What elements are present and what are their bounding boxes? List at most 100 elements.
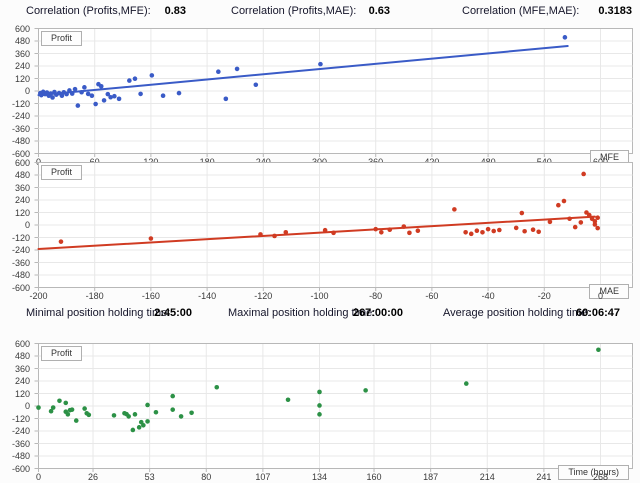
x-axis-tick-label: 268 (592, 472, 609, 482)
x-axis-tick-label: 0 (35, 472, 41, 482)
data-point (79, 89, 84, 95)
data-point (98, 84, 104, 89)
data-point (283, 229, 289, 235)
data-point (491, 228, 497, 234)
y-axis-tick-label: -360 (11, 123, 30, 134)
data-point (111, 413, 117, 418)
data-point (57, 398, 62, 404)
data-point (160, 93, 166, 98)
data-point (561, 198, 567, 204)
correlation-profits-mae-label: Correlation (Profits,MAE): (231, 5, 357, 17)
data-point (82, 406, 87, 411)
data-point (67, 88, 72, 93)
data-point (85, 91, 91, 97)
data-point (39, 92, 44, 98)
data-point (480, 229, 485, 235)
data-point (65, 412, 71, 417)
data-point (463, 229, 468, 235)
y-axis-tick-label: 0 (24, 86, 30, 96)
data-point (189, 410, 194, 416)
y-axis-tick-label: 360 (14, 48, 30, 59)
data-point (485, 226, 491, 232)
data-point (363, 388, 368, 393)
x-axis-tick-label: 160 (366, 472, 382, 482)
data-point (127, 78, 132, 83)
x-axis-tick-label: 53 (144, 472, 155, 482)
data-point (153, 409, 159, 415)
data-point (108, 94, 113, 100)
minimal-holding-time-label: Minimal position holding time: (26, 307, 171, 319)
profit-axis-caption: Profit (41, 346, 83, 361)
y-axis-tick-label: 0 (24, 401, 30, 411)
x-axis-tick-label: -40 (481, 291, 495, 301)
data-point (547, 219, 553, 225)
data-point (58, 239, 64, 244)
data-point (373, 226, 379, 232)
data-point (519, 210, 525, 216)
y-axis-tick-label: -480 (11, 451, 30, 461)
mae-scatter-canvas (34, 162, 633, 291)
data-point (69, 91, 75, 96)
trend-line (37, 215, 596, 250)
profit-vs-mae-chart: Profit MAE 600 480 360 240 120 0 -120 -240 -360 -… (0, 158, 640, 302)
correlation-mfe-mae-label: Correlation (MFE,MAE): (462, 5, 580, 17)
data-point (463, 381, 469, 386)
data-point (513, 225, 519, 231)
y-axis-tick-label: -240 (11, 426, 30, 436)
x-axis-tick-label: 107 (255, 472, 271, 482)
profit-axis-caption: Profit (41, 31, 83, 46)
data-point (48, 408, 54, 414)
data-point (48, 91, 53, 96)
data-point (595, 225, 600, 231)
data-point (318, 61, 323, 67)
data-point (116, 96, 122, 102)
data-point (89, 93, 95, 98)
data-point (145, 402, 150, 408)
data-point (64, 91, 69, 97)
data-point (50, 405, 56, 410)
y-axis-tick-label: 240 (14, 376, 30, 386)
y-axis-tick-label: -600 (11, 282, 30, 293)
y-axis-tick-label: 360 (14, 363, 30, 374)
data-point (581, 171, 586, 177)
profit-vs-mfe-chart: Profit MFE 600 480 360 240 120 0 -120 -240 -360-… (0, 24, 640, 168)
x-axis-tick-label: -120 (254, 291, 273, 301)
y-axis-tick-label: -600 (11, 148, 30, 159)
data-point (132, 412, 138, 417)
trend-line (37, 45, 569, 97)
data-point (216, 69, 221, 75)
data-point (530, 227, 536, 232)
data-point (497, 227, 502, 233)
y-axis-tick-label: 480 (14, 351, 30, 361)
minimal-holding-time-value: 2:45:00 (154, 307, 192, 319)
data-point (73, 418, 79, 423)
average-holding-time-label: Average position holding time: (443, 307, 591, 319)
data-point (379, 229, 384, 235)
x-axis-tick-label: 80 (201, 472, 212, 482)
y-axis-tick-label: 120 (14, 207, 30, 218)
data-point (401, 224, 407, 229)
data-point (536, 229, 541, 235)
data-point (322, 227, 328, 233)
data-point (285, 397, 291, 403)
correlation-stats-row: Correlation (Profits,MFE): 0.83 Correlat… (0, 5, 640, 21)
data-point (452, 207, 457, 212)
data-point (136, 425, 142, 430)
data-point (387, 227, 393, 232)
data-point (86, 412, 92, 418)
data-point (567, 216, 572, 222)
x-axis-tick-label: -200 (29, 291, 48, 301)
data-point (474, 228, 480, 234)
y-axis-tick-label: -360 (11, 438, 30, 449)
correlation-profits-mfe-value: 0.83 (164, 5, 186, 17)
data-point (522, 228, 527, 234)
data-point (130, 427, 136, 433)
data-point (141, 422, 146, 428)
data-point (214, 384, 220, 390)
data-point (105, 91, 111, 97)
x-axis-tick-label: -20 (537, 291, 551, 301)
mfe-scatter-canvas (34, 28, 633, 157)
data-point (149, 73, 155, 78)
x-axis-tick-label: 26 (88, 472, 99, 482)
y-axis-tick-label: 240 (14, 195, 30, 205)
